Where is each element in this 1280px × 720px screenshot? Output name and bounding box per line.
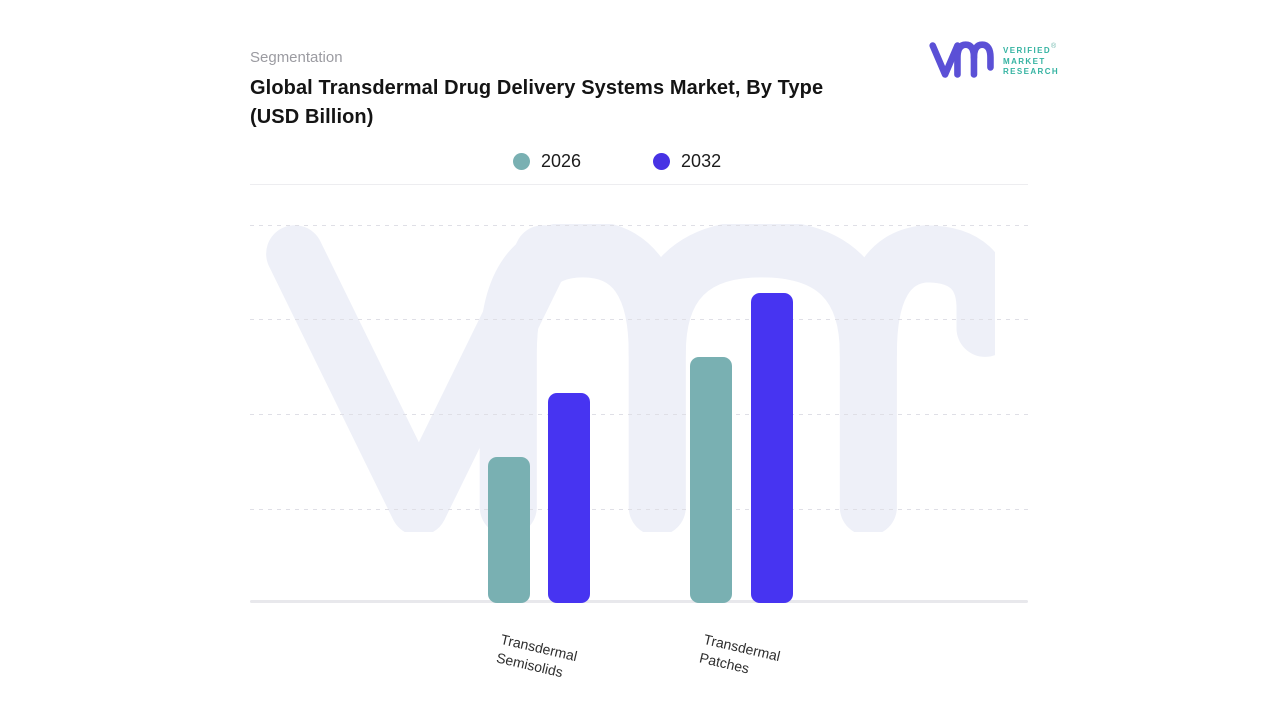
brand-logo: VERIFIED MARKET RESEARCH ®	[929, 40, 1065, 82]
x-axis-label-transdermal-patches: Transdermal Patches	[697, 630, 782, 685]
legend-item-2032[interactable]: 2032	[653, 151, 721, 172]
gridline-3	[250, 319, 1028, 320]
x-axis-label-transdermal-semisolids: Transdermal Semisolids	[494, 630, 579, 685]
bar-2032-transdermal-semisolids[interactable]	[548, 393, 590, 603]
bar-chart-plot-area: Transdermal Semisolids Transdermal Patch…	[250, 224, 1028, 680]
legend-label-2026: 2026	[541, 151, 582, 171]
bar-2026-transdermal-semisolids[interactable]	[488, 457, 530, 603]
chart-title-line1: Global Transdermal Drug Delivery Systems…	[250, 77, 824, 99]
brand-word-verified: VERIFIED	[1003, 46, 1052, 55]
legend-label-2032: 2032	[681, 151, 722, 171]
gridline-4	[250, 225, 1028, 226]
eyebrow-label: Segmentation	[250, 49, 343, 66]
bar-2032-transdermal-patches[interactable]	[751, 293, 793, 603]
vmr-logo-mark-icon	[929, 41, 994, 78]
brand-word-research: RESEARCH	[1003, 67, 1060, 76]
bar-2026-transdermal-patches[interactable]	[690, 357, 732, 603]
legend-item-2026[interactable]: 2026	[513, 151, 581, 172]
gridline-2	[250, 414, 1028, 415]
brand-wordmark: VERIFIED MARKET RESEARCH	[1003, 46, 1059, 78]
gridline-1	[250, 509, 1028, 510]
chart-title: Global Transdermal Drug Delivery Systems…	[250, 74, 823, 132]
registered-trademark-icon: ®	[1051, 43, 1057, 50]
chart-legend: 2026 2032	[513, 151, 721, 172]
legend-divider-line	[250, 184, 1028, 185]
chart-title-line2: (USD Billion)	[250, 106, 374, 128]
brand-word-market: MARKET	[1003, 56, 1046, 66]
x-axis-baseline	[250, 600, 1028, 603]
vmr-watermark-icon	[266, 224, 995, 532]
legend-dot-2026-icon	[513, 153, 530, 170]
legend-dot-2032-icon	[653, 153, 671, 170]
